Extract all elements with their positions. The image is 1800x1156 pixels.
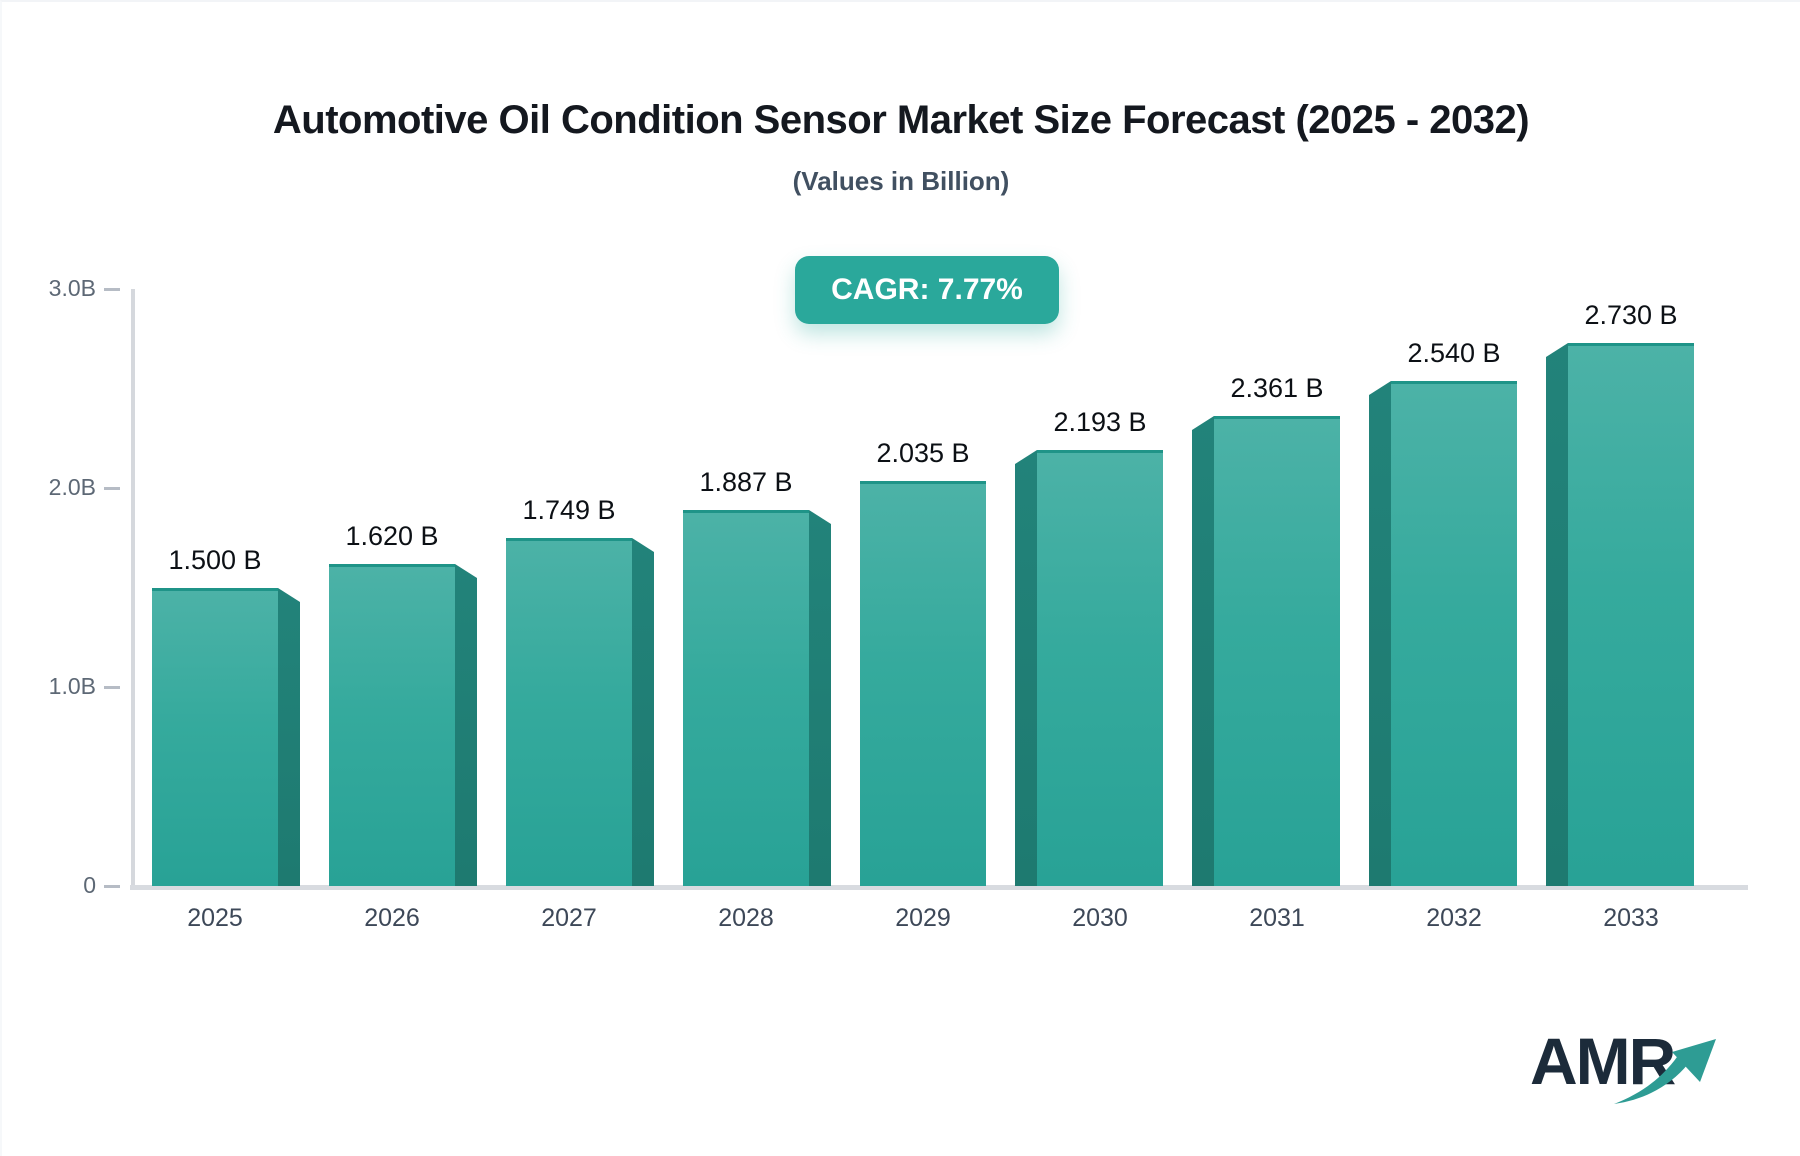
growth-arrow-icon (1614, 1039, 1716, 1104)
y-tick-mark (104, 686, 120, 689)
bar-value-label: 2.361 B (1230, 373, 1324, 403)
chart-subtitle: (Values in Billion) (792, 166, 1010, 196)
bar-2032 (1369, 381, 1517, 886)
x-tick-label: 2029 (895, 904, 951, 932)
bar-side-face (632, 538, 654, 886)
amr-logo: AMR (1530, 1028, 1720, 1118)
bar-2031 (1192, 416, 1340, 886)
x-tick-label: 2030 (1072, 904, 1128, 932)
bar-value-label: 2.540 B (1407, 338, 1501, 368)
bar-2027 (506, 538, 654, 886)
bar-side-face (1015, 450, 1037, 886)
y-tick-label: 2.0B (48, 474, 96, 500)
bar-side-face (278, 588, 300, 886)
bar-side-face (455, 564, 477, 886)
bar-2026 (329, 564, 477, 886)
x-tick-label: 2033 (1603, 904, 1659, 932)
bar-front-face (329, 564, 455, 886)
x-axis-line (130, 885, 1748, 890)
bar-value-label: 2.730 B (1584, 300, 1678, 330)
y-tick-mark (104, 885, 120, 888)
y-tick-label: 1.0B (48, 673, 96, 699)
x-tick-label: 2025 (187, 904, 243, 932)
bar-2025 (152, 588, 300, 886)
x-tick-label: 2032 (1426, 904, 1482, 932)
bar-2030 (1015, 450, 1163, 886)
y-tick-mark (104, 288, 120, 291)
cagr-badge: CAGR: 7.77% (795, 256, 1059, 324)
bar-value-label: 2.035 B (876, 438, 970, 468)
chart-title: Automotive Oil Condition Sensor Market S… (272, 98, 1530, 142)
bar-front-face (1568, 343, 1694, 886)
bar-side-face (1192, 416, 1214, 886)
bar-2033 (1546, 343, 1694, 886)
bar-front-face (152, 588, 278, 886)
bar-front-face (506, 538, 632, 886)
bar-value-label: 1.749 B (522, 495, 616, 525)
bar-front-face (860, 481, 986, 886)
bar-2028 (683, 510, 831, 886)
bar-front-face (1037, 450, 1163, 886)
x-tick-label: 2031 (1249, 904, 1305, 932)
bar-front-face (1214, 416, 1340, 886)
bar-value-label: 1.887 B (699, 467, 793, 497)
bar-value-label: 2.193 B (1053, 407, 1147, 437)
bar-front-face (683, 510, 809, 886)
bar-value-label: 1.620 B (345, 521, 439, 551)
bar-side-face (1546, 343, 1568, 886)
x-tick-label: 2028 (718, 904, 774, 932)
bar-2029 (860, 481, 986, 886)
bar-side-face (1369, 381, 1391, 886)
x-tick-label: 2027 (541, 904, 597, 932)
y-tick-mark (104, 487, 120, 490)
y-tick-label: 3.0B (48, 275, 96, 301)
bar-side-face (809, 510, 831, 886)
y-axis-line (131, 289, 135, 886)
x-tick-label: 2026 (364, 904, 420, 932)
bar-front-face (1391, 381, 1517, 886)
bar-value-label: 1.500 B (168, 545, 262, 575)
y-tick-label: 0 (83, 872, 96, 898)
